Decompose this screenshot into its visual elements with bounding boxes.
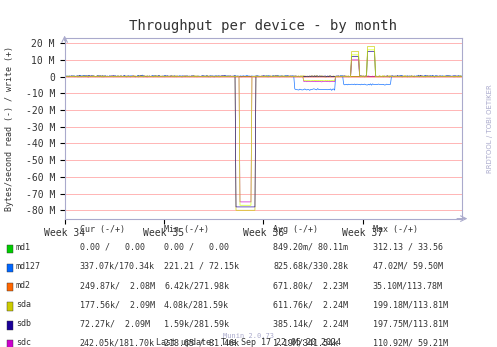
- Text: 72.27k/  2.09M: 72.27k/ 2.09M: [80, 319, 150, 328]
- Text: 0.00 /   0.00: 0.00 / 0.00: [80, 243, 145, 252]
- Text: sdb: sdb: [16, 319, 31, 328]
- Text: 35.10M/113.78M: 35.10M/113.78M: [373, 281, 443, 290]
- Text: RRDTOOL / TOBI OETIKER: RRDTOOL / TOBI OETIKER: [487, 84, 493, 173]
- Text: sda: sda: [16, 300, 31, 309]
- Text: 849.20m/ 80.11m: 849.20m/ 80.11m: [273, 243, 348, 252]
- Text: md2: md2: [16, 281, 31, 290]
- Text: 825.68k/330.28k: 825.68k/330.28k: [273, 262, 348, 271]
- Text: Max (-/+): Max (-/+): [373, 226, 418, 235]
- Text: 385.14k/  2.24M: 385.14k/ 2.24M: [273, 319, 348, 328]
- Text: sdc: sdc: [16, 338, 31, 347]
- Text: 177.56k/  2.09M: 177.56k/ 2.09M: [80, 300, 155, 309]
- Text: 249.87k/  2.08M: 249.87k/ 2.08M: [80, 281, 155, 290]
- Text: md1: md1: [16, 243, 31, 252]
- Text: 1.19M/341.54k: 1.19M/341.54k: [273, 338, 338, 347]
- Text: 4.08k/281.59k: 4.08k/281.59k: [164, 300, 229, 309]
- Text: Avg (-/+): Avg (-/+): [273, 226, 319, 235]
- Text: 337.07k/170.34k: 337.07k/170.34k: [80, 262, 155, 271]
- Text: 199.18M/113.81M: 199.18M/113.81M: [373, 300, 448, 309]
- Text: 6.42k/271.98k: 6.42k/271.98k: [164, 281, 229, 290]
- Title: Throughput per device - by month: Throughput per device - by month: [129, 19, 398, 33]
- Text: 218.65 / 81.46k: 218.65 / 81.46k: [164, 338, 239, 347]
- Text: 312.13 / 33.56: 312.13 / 33.56: [373, 243, 443, 252]
- Text: Cur (-/+): Cur (-/+): [80, 226, 125, 235]
- Text: Bytes/second read (-) / write (+): Bytes/second read (-) / write (+): [5, 46, 14, 211]
- Text: Min (-/+): Min (-/+): [164, 226, 209, 235]
- Text: 1.59k/281.59k: 1.59k/281.59k: [164, 319, 229, 328]
- Text: 0.00 /   0.00: 0.00 / 0.00: [164, 243, 229, 252]
- Text: 47.02M/ 59.50M: 47.02M/ 59.50M: [373, 262, 443, 271]
- Text: Munin 2.0.73: Munin 2.0.73: [223, 333, 274, 339]
- Text: 611.76k/  2.24M: 611.76k/ 2.24M: [273, 300, 348, 309]
- Text: Last update: Tue Sep 17 22:05:20 2024: Last update: Tue Sep 17 22:05:20 2024: [156, 338, 341, 347]
- Text: 110.92M/ 59.21M: 110.92M/ 59.21M: [373, 338, 448, 347]
- Text: md127: md127: [16, 262, 41, 271]
- Text: 242.05k/181.70k: 242.05k/181.70k: [80, 338, 155, 347]
- Text: 671.80k/  2.23M: 671.80k/ 2.23M: [273, 281, 348, 290]
- Text: 221.21 / 72.15k: 221.21 / 72.15k: [164, 262, 239, 271]
- Text: 197.75M/113.81M: 197.75M/113.81M: [373, 319, 448, 328]
